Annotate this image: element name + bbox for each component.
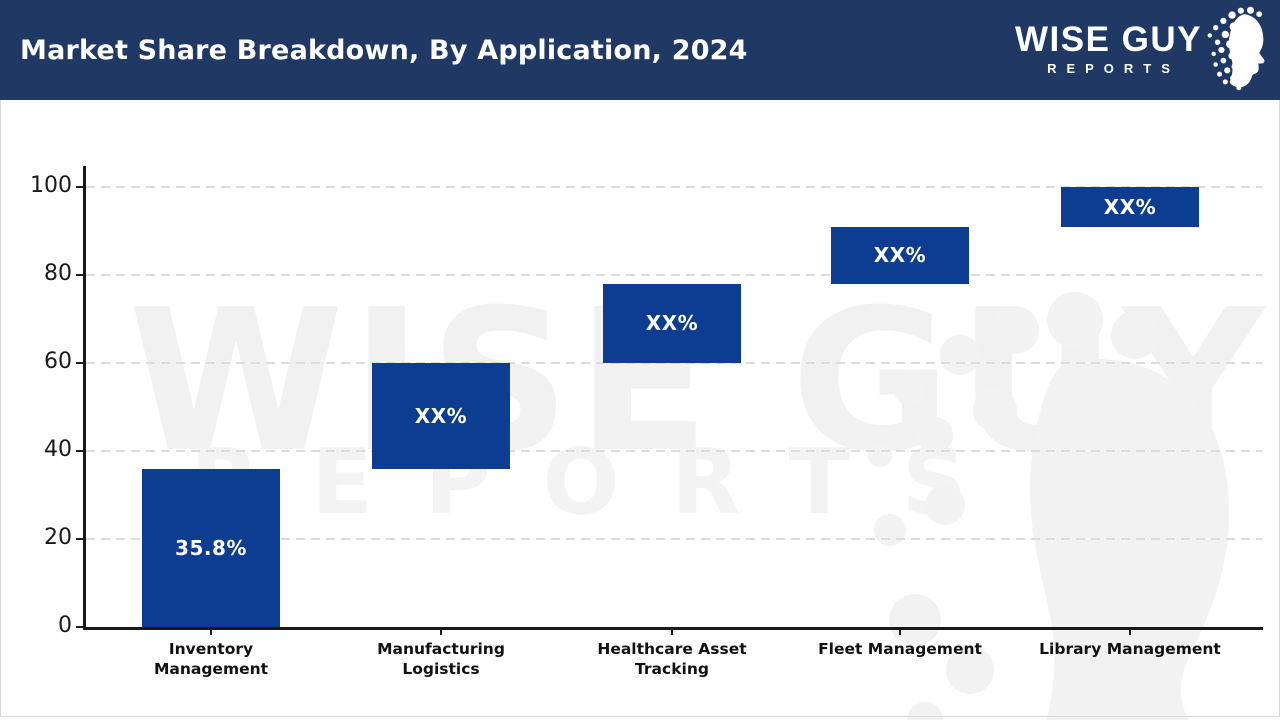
logo-text: WISE GUY REPORTS [1014, 20, 1202, 76]
bar-4: XX% [831, 226, 969, 284]
gridline-20 [86, 538, 1262, 540]
bar-1: 35.8% [142, 469, 280, 627]
header-bar: Market Share Breakdown, By Application, … [0, 0, 1280, 100]
bar-3: XX% [603, 283, 741, 363]
logo-name: WISE GUY [1014, 20, 1202, 60]
x-tick-2 [440, 627, 442, 635]
wise-guy-face-icon [1207, 6, 1265, 91]
category-label-1: Inventory Management [153, 640, 269, 678]
x-axis [83, 627, 1263, 630]
category-label-2: Manufacturing Logistics [377, 640, 505, 678]
x-tick-4 [899, 627, 901, 635]
category-label-5: Library Management [1039, 640, 1221, 658]
y-tick-label-0: 0 [58, 613, 72, 638]
x-tick-1 [210, 627, 212, 635]
bar-label-4: XX% [873, 243, 927, 268]
logo-subtitle: REPORTS [1047, 60, 1180, 76]
y-tick-20 [76, 538, 85, 540]
chart-title: Market Share Breakdown, By Application, … [20, 34, 748, 66]
x-tick-3 [671, 627, 673, 635]
gridline-100 [86, 186, 1262, 188]
gridline-60 [86, 362, 1262, 364]
gridline-40 [86, 450, 1262, 452]
y-tick-label-40: 40 [44, 437, 72, 462]
y-tick-0 [76, 626, 85, 628]
y-tick-label-100: 100 [30, 173, 72, 198]
x-tick-5 [1129, 627, 1131, 635]
wise-guy-logo: WISE GUY REPORTS [1015, 6, 1266, 92]
y-tick-label-60: 60 [44, 349, 72, 374]
y-tick-100 [76, 186, 85, 188]
bar-label-5: XX% [1103, 194, 1157, 219]
bar-2: XX% [372, 363, 510, 470]
watermark-subtitle: REPORTS [190, 430, 1019, 535]
y-tick-80 [76, 274, 85, 276]
y-tick-label-20: 20 [44, 525, 72, 550]
bar-label-3: XX% [645, 311, 699, 336]
y-tick-label-80: 80 [44, 261, 72, 286]
y-tick-60 [76, 362, 85, 364]
category-label-4: Fleet Management [818, 640, 982, 658]
gridline-80 [86, 274, 1262, 276]
category-label-3: Healthcare Asset Tracking [597, 640, 747, 678]
bar-5: XX% [1061, 187, 1199, 227]
y-axis [83, 166, 86, 630]
bar-label-2: XX% [414, 404, 468, 429]
y-tick-40 [76, 450, 85, 452]
bar-label-1: 35.8% [175, 536, 247, 561]
